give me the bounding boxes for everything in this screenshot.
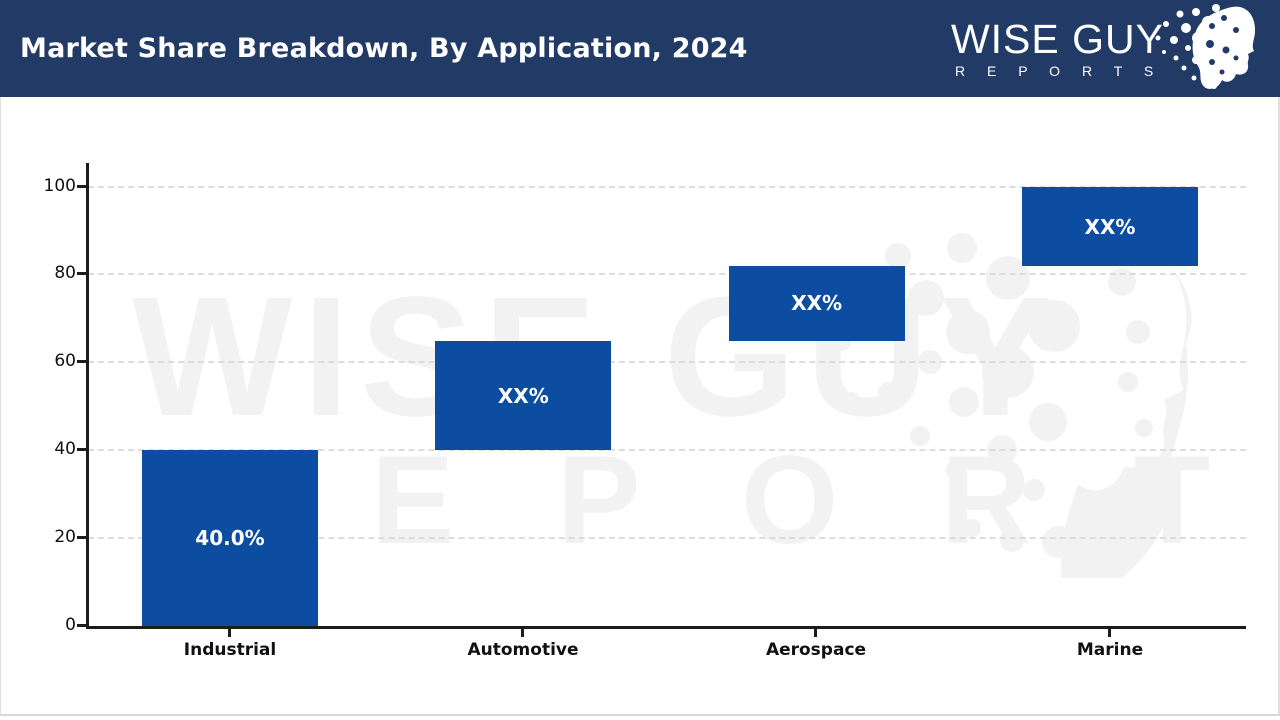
header-band: Market Share Breakdown, By Application, … (0, 0, 1280, 97)
y-tick (77, 360, 87, 363)
gridline-100 (88, 186, 1246, 188)
x-tick (1108, 629, 1111, 637)
gridline-60 (88, 361, 1246, 363)
x-tick (814, 629, 817, 637)
gridline-80 (88, 273, 1246, 275)
brand-name: WISE GUY (950, 15, 1164, 62)
y-tick (77, 448, 87, 451)
y-tick-label: 100 (43, 176, 76, 196)
brand-logo-text: WISE GUY R E P O R T S (950, 15, 1164, 79)
gridline-20 (88, 537, 1246, 539)
x-tick (228, 629, 231, 637)
y-tick (77, 624, 87, 627)
x-category-label: Aerospace (765, 640, 867, 660)
brand-logo: WISE GUY R E P O R T S (951, 0, 1258, 98)
y-tick-label: 20 (54, 527, 76, 547)
bar-aerospace: XX% (728, 266, 905, 341)
y-tick (77, 536, 87, 539)
bar-value-label: XX% (791, 291, 843, 316)
right-edge-line (1278, 97, 1280, 716)
chart-title: Market Share Breakdown, By Application, … (20, 33, 748, 64)
bar-value-label: 40.0% (195, 526, 265, 551)
bar-value-label: XX% (497, 383, 549, 408)
x-category-label: Industrial (183, 640, 277, 660)
y-tick-label: 40 (54, 439, 76, 459)
x-axis-line (86, 626, 1246, 629)
brand-head-dots-icon (1150, 0, 1258, 98)
bar-value-label: XX% (1084, 214, 1136, 239)
y-axis-line (86, 163, 89, 626)
x-tick (521, 629, 524, 637)
y-tick-label: 0 (65, 615, 76, 635)
left-edge-line (0, 97, 1, 716)
x-category-label: Marine (1076, 640, 1144, 660)
bar-marine: XX% (1021, 187, 1198, 267)
y-tick (77, 185, 87, 188)
x-category-label: Automotive (467, 640, 579, 660)
bottom-edge-line (0, 714, 1280, 716)
bar-automotive: XX% (435, 340, 612, 451)
gridline-40 (88, 449, 1246, 451)
y-tick (77, 272, 87, 275)
y-tick-label: 80 (54, 263, 76, 283)
brand-subname: R E P O R T S (954, 62, 1163, 79)
bar-industrial: 40.0% (142, 450, 318, 626)
y-tick-label: 60 (54, 351, 76, 371)
